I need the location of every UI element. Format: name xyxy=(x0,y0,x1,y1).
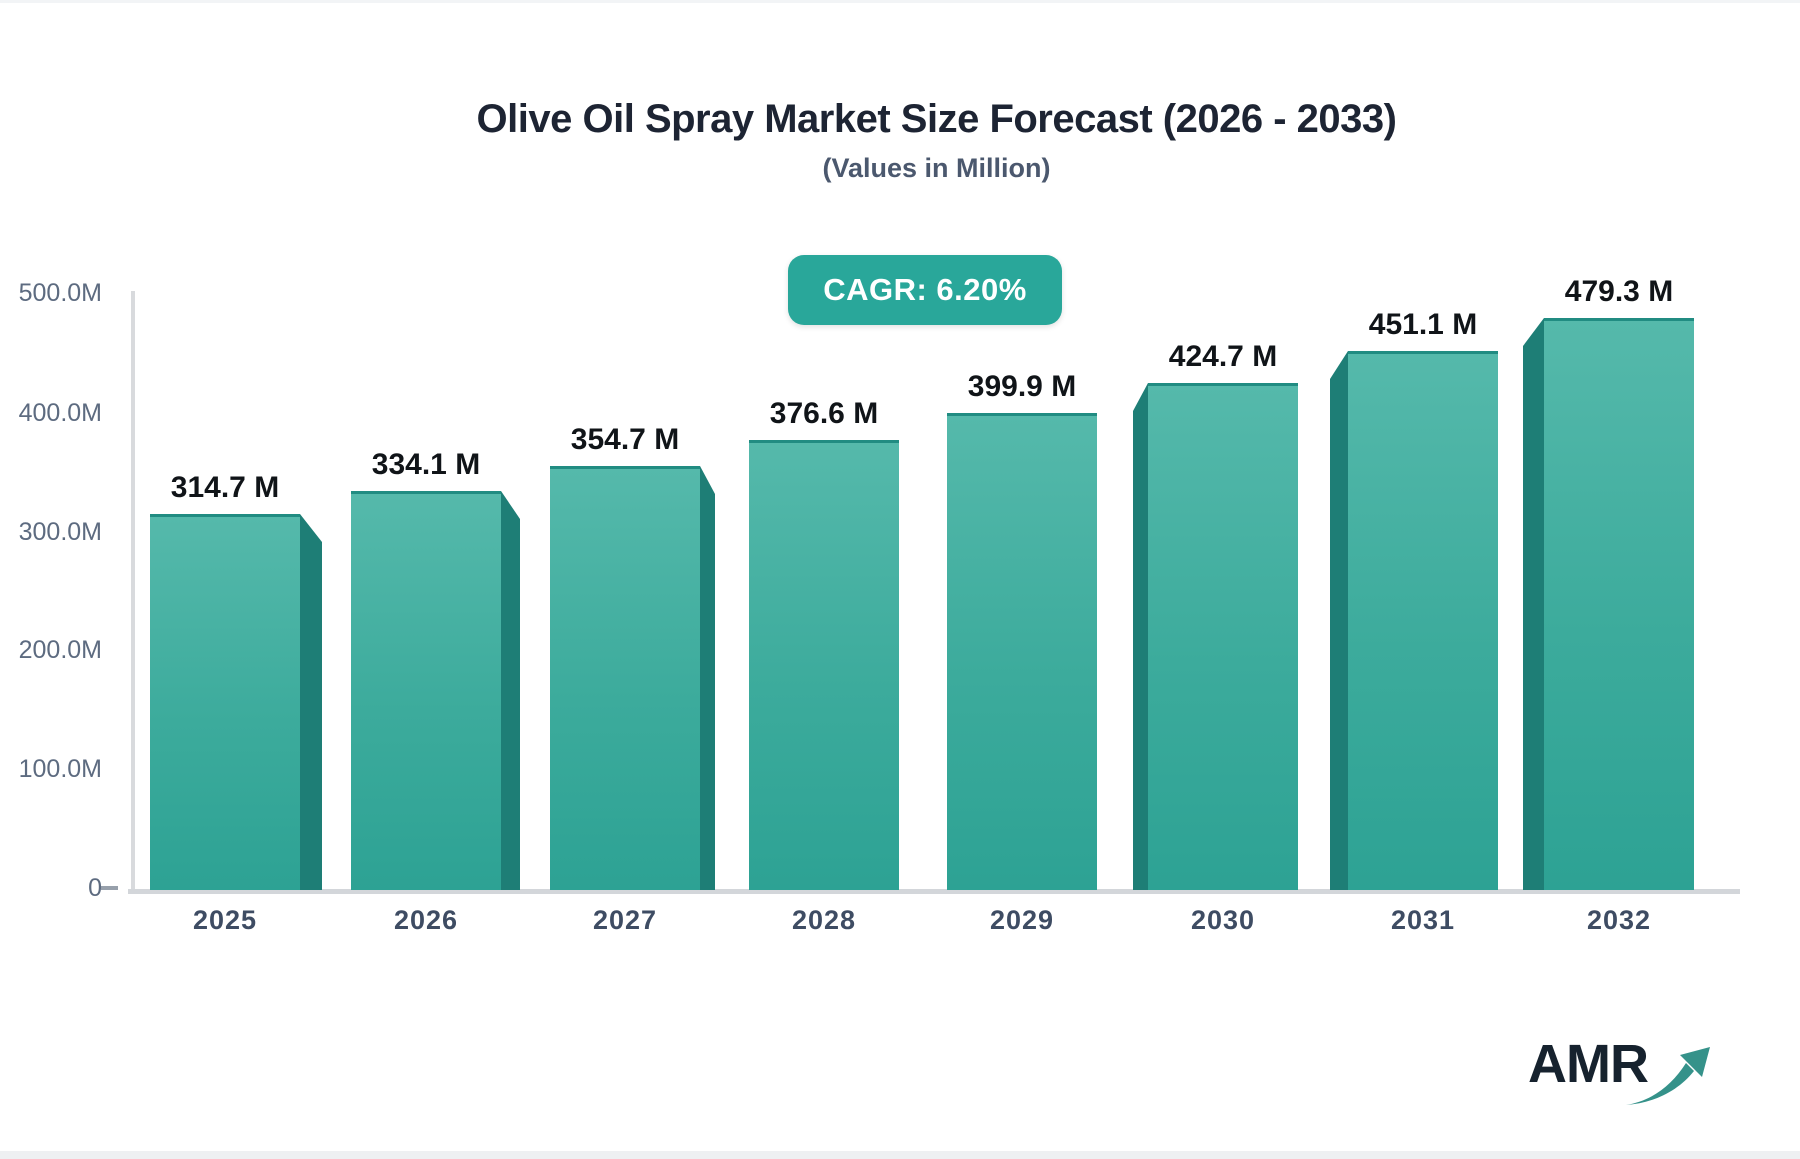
chart-subtitle: (Values in Million) xyxy=(822,153,1051,183)
cagr-badge: CAGR: 6.20% xyxy=(788,255,1062,325)
amr-logo: AMR xyxy=(1528,1033,1718,1113)
y-axis-label: 200.0M xyxy=(18,636,102,664)
bar-side-3d xyxy=(1133,383,1148,890)
bar-side-3d xyxy=(700,466,715,890)
y-axis-label: 0 xyxy=(88,874,102,902)
x-axis-label: 2031 xyxy=(1390,905,1456,935)
bottom-border xyxy=(0,1151,1800,1159)
y-axis-label: 500.0M xyxy=(18,279,102,307)
bar-value-label: 334.1 M xyxy=(371,448,481,481)
bar xyxy=(150,514,300,890)
bar-side-3d xyxy=(300,514,322,890)
y-axis-label: 100.0M xyxy=(18,755,102,783)
bar-side-3d xyxy=(1330,351,1348,890)
x-axis-label: 2029 xyxy=(989,905,1055,935)
y-axis-line xyxy=(131,291,135,891)
amr-logo-arrow-icon xyxy=(1626,1047,1710,1105)
bar-chart: 314.7 M 2025 334.1 M 2026 354.7 M 2027 376.6 M… xyxy=(0,3,1800,1159)
x-axis-label: 2030 xyxy=(1190,905,1256,935)
amr-logo-text: AMR xyxy=(1528,1034,1649,1094)
bar xyxy=(947,413,1097,890)
x-axis-label: 2025 xyxy=(192,905,258,935)
bar-value-label: 314.7 M xyxy=(170,471,280,504)
bar-value-label: 376.6 M xyxy=(769,397,879,430)
bar-value-label: 479.3 M xyxy=(1564,275,1674,308)
bar-value-label: 451.1 M xyxy=(1368,308,1478,341)
bar-value-label: 354.7 M xyxy=(570,423,680,456)
bar-value-label: 399.9 M xyxy=(967,370,1077,403)
bar-side-3d xyxy=(501,491,520,890)
bar-side-3d xyxy=(1523,318,1544,890)
y-axis-label: 300.0M xyxy=(18,518,102,546)
bar-value-label: 424.7 M xyxy=(1168,340,1278,373)
chart-title: Olive Oil Spray Market Size Forecast (20… xyxy=(476,97,1397,141)
bar xyxy=(1148,383,1298,890)
zero-tick-mark xyxy=(101,886,118,890)
bar xyxy=(351,491,501,890)
bar xyxy=(550,466,700,890)
cagr-badge-label: CAGR: 6.20% xyxy=(823,272,1027,307)
y-axis-label: 400.0M xyxy=(18,399,102,427)
bar xyxy=(1544,318,1694,890)
x-axis-label: 2026 xyxy=(393,905,459,935)
x-axis-label: 2027 xyxy=(592,905,658,935)
x-axis-label: 2032 xyxy=(1586,905,1652,935)
bar xyxy=(749,440,899,890)
bar xyxy=(1348,351,1498,890)
x-axis-label: 2028 xyxy=(791,905,857,935)
x-axis-line xyxy=(128,889,1740,894)
